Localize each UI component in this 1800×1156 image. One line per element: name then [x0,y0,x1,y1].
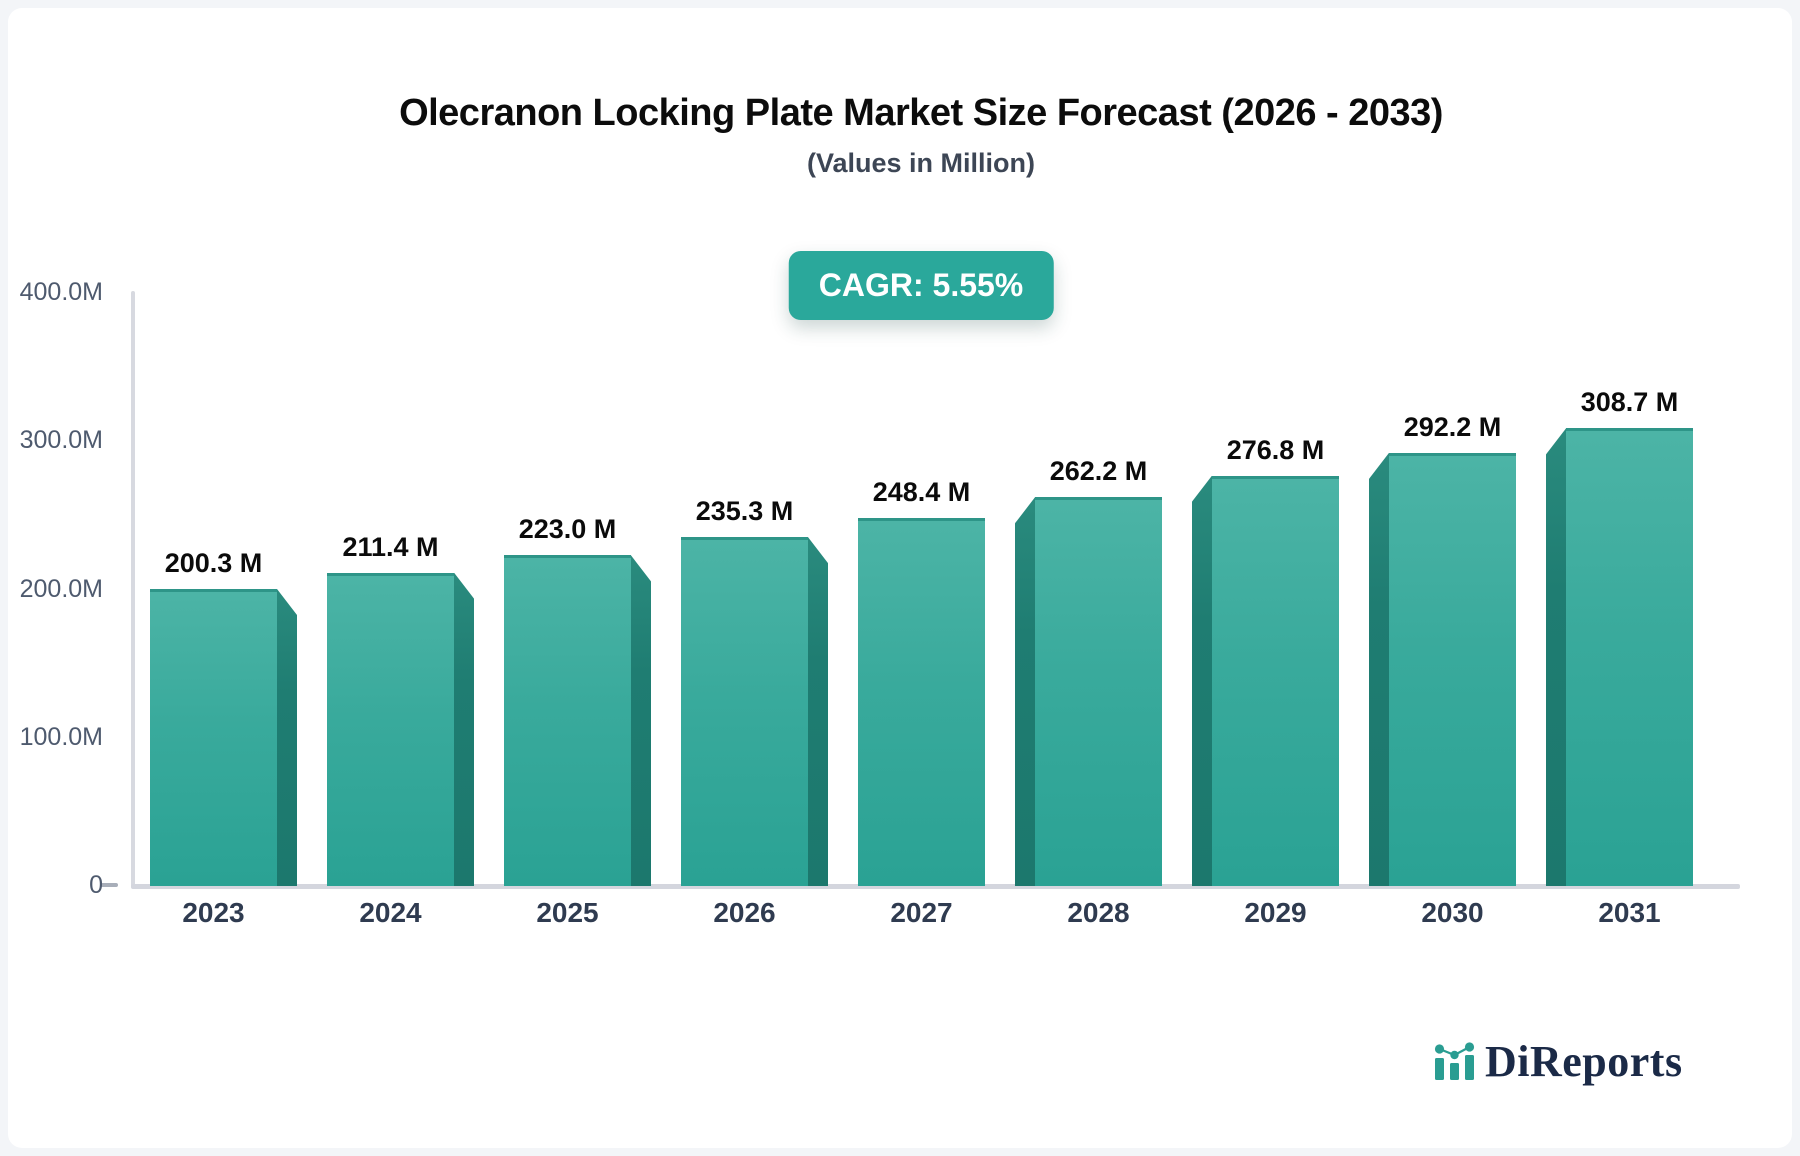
x-tick-label-2025: 2025 [536,897,599,928]
x-tick-label-2029: 2029 [1244,897,1307,928]
x-tick-label-2027: 2027 [890,897,953,928]
zero-tick-mark [100,883,118,887]
bar-value-label-2030: 292.2 M [1403,411,1502,442]
bar-value-label-2027: 248.4 M [872,476,971,507]
y-axis-line [131,291,135,887]
bar-2023-side-face [277,589,297,886]
x-tick-label-2028: 2028 [1067,897,1130,928]
bar-value-label-2026: 235.3 M [695,496,794,527]
bar-2028 [1035,497,1162,886]
bar-2028-side-face [1015,497,1035,886]
bar-value-label-2025: 223.0 M [518,514,617,545]
bar-2031-side-face [1546,428,1566,886]
bar-value-label-2029: 276.8 M [1226,434,1325,465]
brand-logo-text: DiReports [1485,1037,1683,1086]
bar-2030 [1389,452,1516,886]
brand-logo: DiReports [1432,1036,1683,1087]
bar-value-label-2028: 262.2 M [1049,456,1148,487]
x-tick-label-2026: 2026 [713,897,776,928]
cagr-badge: CAGR: 5.55% [788,251,1054,320]
x-tick-label-2023: 2023 [182,897,245,928]
x-tick-label-2030: 2030 [1421,897,1484,928]
bar-2024-side-face [454,572,474,886]
page-title: Olecranon Locking Plate Market Size Fore… [399,92,1443,134]
y-tick-label-0: 0 [89,871,103,899]
bar-2026 [681,537,808,886]
y-tick-label-400.0M: 400.0M [19,278,103,306]
bar-2029-side-face [1192,475,1212,886]
bar-2026-side-face [808,537,828,886]
bar-2027 [858,517,985,886]
bar-chart-sparkline-icon [1434,1041,1475,1080]
y-tick-label-100.0M: 100.0M [19,722,103,751]
bar-2024 [327,572,454,886]
bar-2023 [150,589,277,886]
bar-2025-side-face [631,555,651,886]
x-tick-label-2024: 2024 [359,897,422,928]
bar-2029 [1212,475,1339,886]
bar-2030-side-face [1369,452,1389,886]
bar-value-label-2023: 200.3 M [164,548,263,579]
y-tick-label-200.0M: 200.0M [19,574,103,603]
bar-value-label-2031: 308.7 M [1580,387,1679,418]
bar-value-label-2024: 211.4 M [342,531,439,562]
page-subtitle: (Values in Million) [806,148,1036,178]
x-axis-line [131,884,1740,889]
bar-2031 [1566,428,1693,886]
y-tick-label-300.0M: 300.0M [19,426,103,455]
bar-2025 [504,555,631,886]
x-tick-label-2031: 2031 [1598,897,1661,928]
